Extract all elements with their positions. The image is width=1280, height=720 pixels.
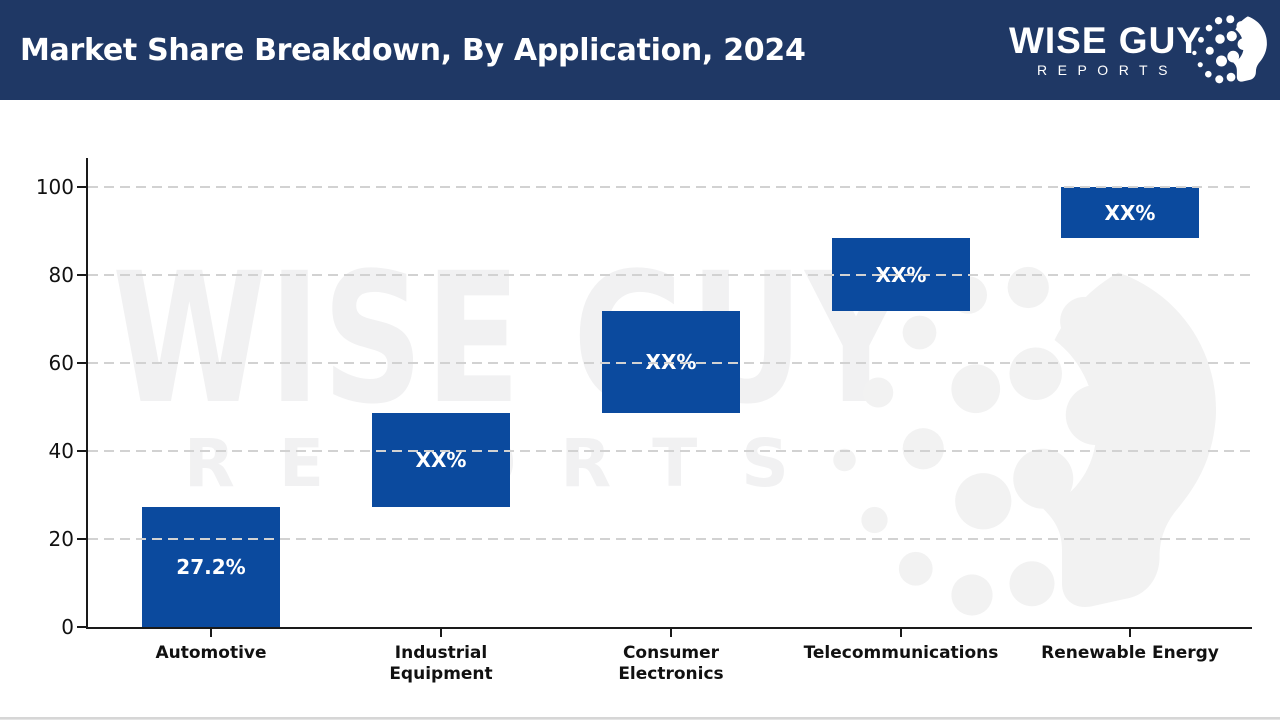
category-label: Renewable Energy — [1041, 643, 1219, 663]
y-tick-mark — [77, 186, 86, 188]
bar-value-label: XX% — [645, 349, 697, 374]
y-tick-label: 100 — [35, 175, 74, 199]
bar-segment: XX% — [1061, 187, 1199, 239]
bar-segment: XX% — [602, 310, 740, 413]
category-label: Industrial Equipment — [389, 643, 493, 684]
y-tick-mark — [77, 626, 86, 628]
x-tick-mark — [1129, 629, 1131, 637]
bar-value-label: XX% — [415, 448, 467, 473]
wiseguy-logo: WISE GUY REPORTS — [1009, 6, 1272, 94]
gridline-60 — [88, 362, 1252, 364]
y-axis-line — [86, 158, 88, 629]
y-tick-label: 40 — [48, 439, 74, 463]
bar-segment: 27.2% — [142, 507, 280, 627]
logo-wordmark: WISE GUY — [1008, 20, 1202, 61]
bar-value-label: 27.2% — [176, 555, 246, 580]
watermark-wordmark: WISE GUY — [112, 235, 909, 444]
chart-canvas: WISE GUY REPORTS 02040608010027.2%Automo… — [0, 100, 1280, 718]
gridline-80 — [88, 274, 1252, 276]
watermark-head-icon — [833, 266, 1217, 616]
y-tick-label: 80 — [48, 263, 74, 287]
gridline-40 — [88, 450, 1252, 452]
category-label: Telecommunications — [803, 643, 999, 663]
gridline-100 — [88, 186, 1252, 188]
y-tick-mark — [77, 362, 86, 364]
category-label: Automotive — [155, 643, 267, 663]
header: Market Share Breakdown, By Application, … — [0, 0, 1280, 100]
y-tick-label: 20 — [48, 527, 74, 551]
x-axis-line — [86, 627, 1252, 629]
y-tick-mark — [77, 538, 86, 540]
x-tick-mark — [900, 629, 902, 637]
y-tick-label: 60 — [48, 351, 74, 375]
x-tick-mark — [210, 629, 212, 637]
bar-value-label: XX% — [1104, 200, 1156, 225]
y-tick-label: 0 — [61, 615, 74, 639]
plot-area: 0 20 40 60 80 100 27.2% Automotive XX% Industrial… — [0, 100, 1280, 718]
bar-segment: XX% — [372, 412, 510, 508]
gridline-20 — [88, 538, 1252, 540]
x-tick-mark — [670, 629, 672, 637]
category-label: Consumer Electronics — [618, 643, 724, 684]
wiseguy-head-icon — [1192, 15, 1267, 84]
bottom-border — [0, 717, 1280, 719]
x-tick-mark — [440, 629, 442, 637]
y-tick-mark — [77, 450, 86, 452]
logo-subtitle: REPORTS — [1037, 62, 1178, 78]
y-tick-mark — [77, 274, 86, 276]
page-title: Market Share Breakdown, By Application, … — [20, 32, 806, 68]
